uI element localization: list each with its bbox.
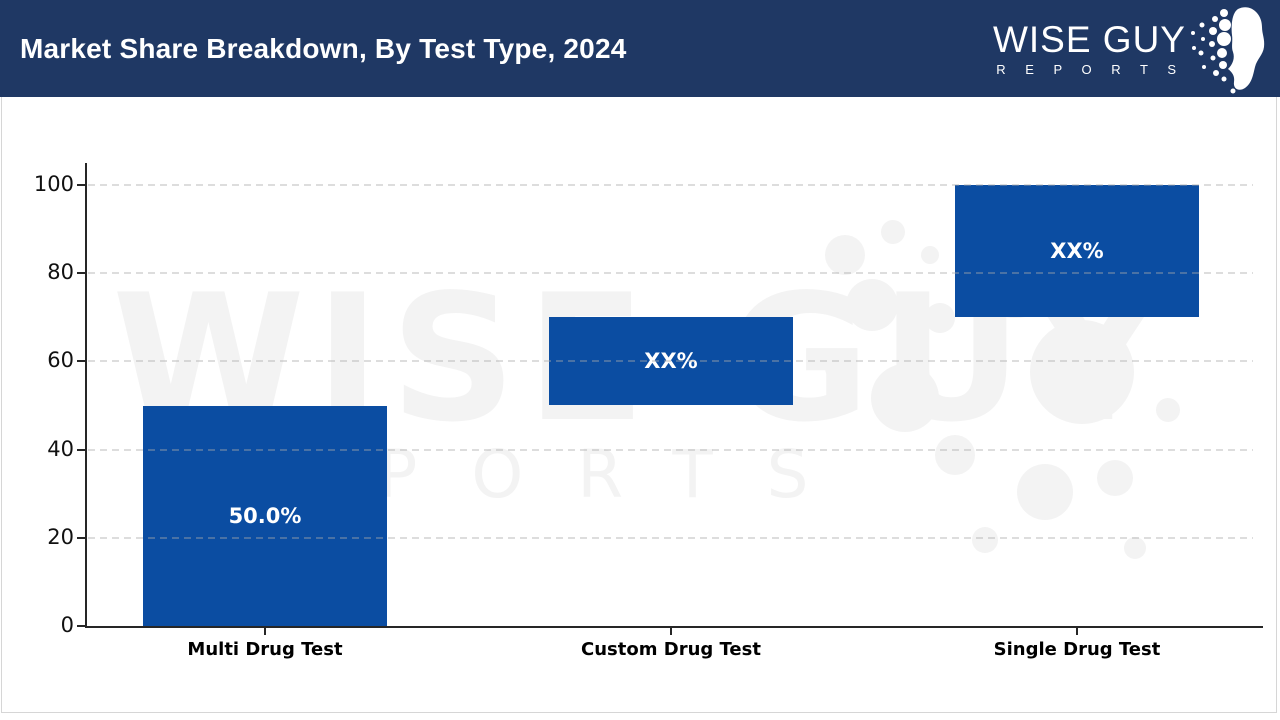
bar-value-label: 50.0% <box>228 503 302 528</box>
y-tick-mark <box>77 536 85 539</box>
y-tick-label: 60 <box>47 348 74 373</box>
y-tick-mark <box>77 184 85 186</box>
y-tick-mark <box>77 272 85 275</box>
bar-value-label: XX% <box>644 349 698 374</box>
y-tick-label: 100 <box>33 172 74 196</box>
gridline <box>88 272 1253 275</box>
x-tick-mark <box>264 628 266 635</box>
header-bar: Market Share Breakdown, By Test Type, 20… <box>0 0 1280 97</box>
logo-primary-text: WISE GUY <box>992 19 1186 60</box>
logo-secondary-text: R E P O R T S <box>996 62 1184 77</box>
chart-title: Market Share Breakdown, By Test Type, 20… <box>20 32 627 64</box>
logo-head-icon <box>1191 6 1265 93</box>
y-axis-line <box>85 163 87 628</box>
gridline <box>88 448 1253 451</box>
y-tick-label: 20 <box>47 524 74 549</box>
y-tick-label: 40 <box>47 436 74 461</box>
y-tick-label: 80 <box>47 260 74 285</box>
gridline <box>88 536 1253 539</box>
x-category-label: Multi Drug Test <box>187 639 343 660</box>
bar: XX% <box>955 185 1199 318</box>
bar: 50.0% <box>143 405 387 626</box>
x-category-label: Custom Drug Test <box>581 639 761 660</box>
x-category-label: Single Drug Test <box>993 639 1161 660</box>
y-tick-label: 0 <box>60 613 74 637</box>
bar: XX% <box>549 317 793 406</box>
wise-guy-reports-logo: WISE GUY R E P O R T S <box>993 3 1266 95</box>
x-tick-mark <box>670 628 672 635</box>
bar-value-label: XX% <box>1050 239 1104 264</box>
x-axis-line <box>85 626 1263 628</box>
y-tick-mark <box>77 448 85 451</box>
x-tick-mark <box>1076 628 1078 635</box>
y-tick-mark <box>77 625 85 627</box>
y-tick-mark <box>77 360 85 363</box>
gridline <box>88 360 1253 363</box>
logo-text: WISE GUY R E P O R T S <box>993 21 1186 76</box>
gridline <box>88 184 1253 186</box>
